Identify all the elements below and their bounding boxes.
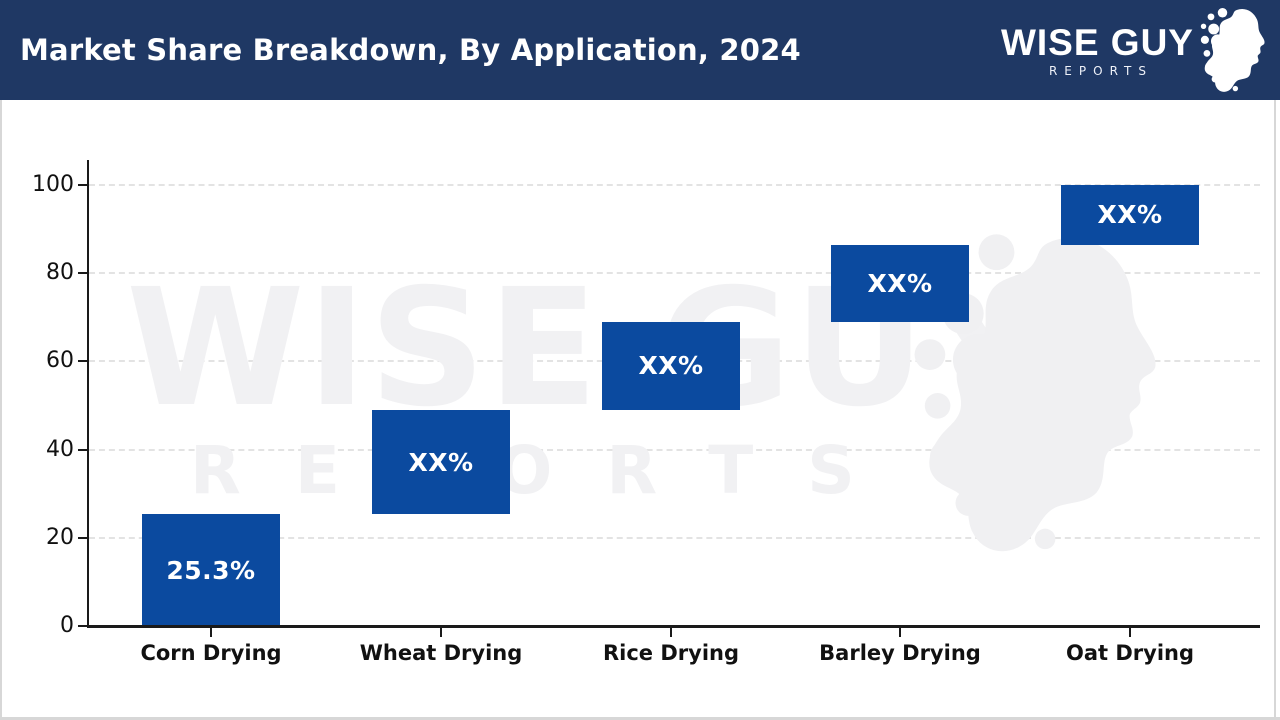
y-tick-mark-100	[78, 184, 87, 186]
x-tick-mark-corn-drying	[210, 628, 212, 637]
y-tick-label-80: 80	[46, 260, 74, 286]
x-tick-label-rice-drying: Rice Drying	[602, 641, 740, 665]
watermark-subtitle: REPORTS	[190, 432, 909, 509]
x-tick-mark-wheat-drying	[440, 628, 442, 637]
x-tick-label-corn-drying: Corn Drying	[140, 641, 282, 665]
bar-corn-drying: 25.3%	[142, 514, 280, 626]
x-tick-mark-barley-drying	[899, 628, 901, 637]
gridline-100	[89, 184, 1260, 186]
y-tick-mark-60	[78, 360, 87, 363]
bar-value-label-wheat-drying: XX%	[408, 447, 474, 477]
x-tick-label-wheat-drying: Wheat Drying	[359, 641, 523, 665]
page-title: Market Share Breakdown, By Application, …	[20, 33, 801, 67]
bar-value-label-rice-drying: XX%	[638, 351, 704, 381]
x-tick-label-oat-drying: Oat Drying	[1065, 641, 1195, 665]
gridline-80	[89, 272, 1260, 275]
x-tick-label-barley-drying: Barley Drying	[819, 641, 981, 665]
bar-wheat-drying: XX%	[372, 409, 510, 515]
header-bar: Market Share Breakdown, By Application, …	[0, 0, 1280, 100]
y-axis-spine	[87, 160, 89, 627]
bar-value-label-oat-drying: XX%	[1097, 200, 1163, 230]
y-tick-label-60: 60	[46, 348, 74, 374]
bar-value-label-corn-drying: 25.3%	[166, 555, 256, 585]
x-tick-mark-rice-drying	[670, 628, 672, 637]
y-tick-label-40: 40	[46, 436, 74, 462]
bar-value-label-barley-drying: XX%	[867, 268, 933, 298]
bar-rice-drying: XX%	[602, 321, 740, 410]
bar-barley-drying: XX%	[831, 244, 969, 322]
bar-oat-drying: XX%	[1061, 185, 1199, 245]
y-tick-mark-80	[78, 272, 87, 275]
frame-border-bottom	[0, 717, 1280, 720]
y-tick-label-20: 20	[46, 524, 74, 550]
y-tick-label-100: 100	[32, 172, 74, 197]
y-tick-mark-40	[78, 448, 87, 451]
wise-guy-reports-logo: WISE GUY REPORTS	[1001, 4, 1270, 96]
frame-border-right	[1274, 100, 1276, 720]
gridline-20	[89, 536, 1260, 539]
y-tick-mark-0	[78, 625, 87, 627]
y-tick-mark-20	[78, 536, 87, 539]
logo-subtitle: REPORTS	[1048, 63, 1153, 78]
wise-guy-face-icon	[1198, 6, 1270, 94]
y-tick-label-0: 0	[60, 613, 74, 638]
frame-border-left	[0, 100, 2, 720]
gridline-40	[89, 448, 1260, 451]
logo-text: WISE GUY REPORTS	[1001, 24, 1194, 77]
logo-wordmark: WISE GUY	[1000, 21, 1194, 63]
x-tick-mark-oat-drying	[1129, 628, 1131, 637]
x-axis-spine	[87, 625, 1260, 628]
